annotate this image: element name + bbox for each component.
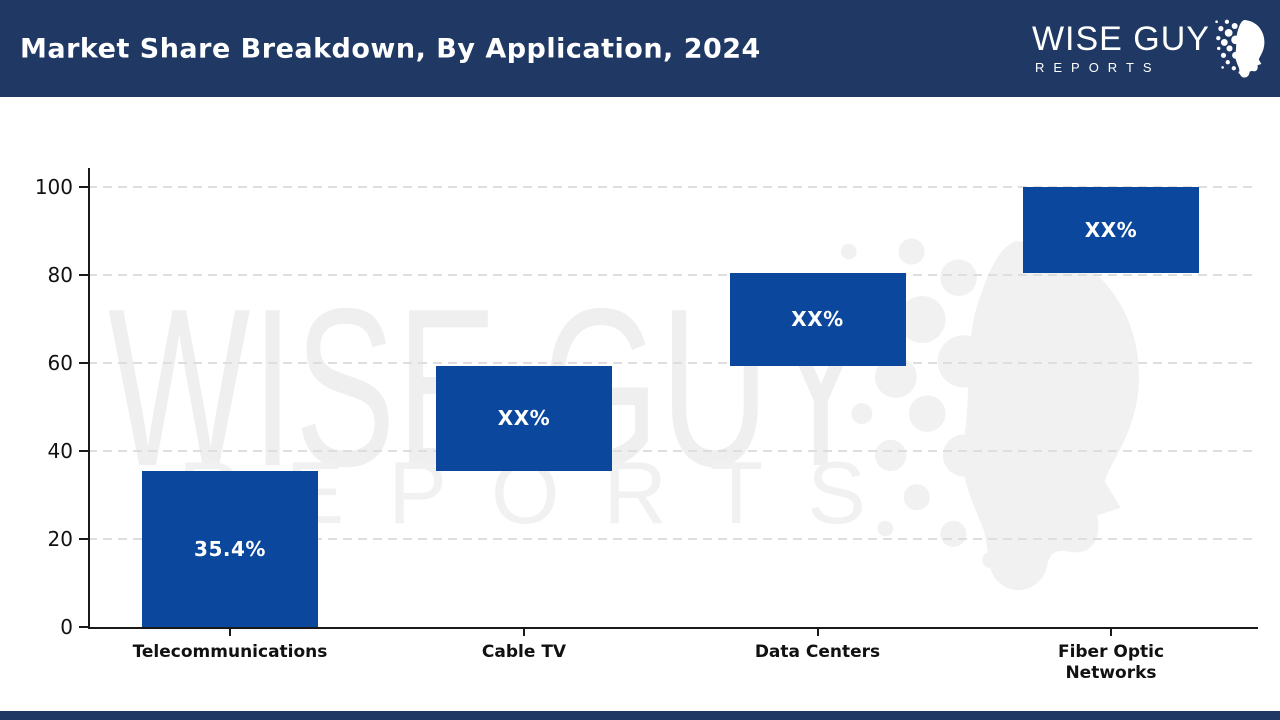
wise-guy-head-icon [1215,19,1265,78]
bar-value-label: 35.4% [194,537,266,562]
brand-logo: WISE GUY REPORTS [1032,4,1270,92]
x-axis-spine [88,627,1258,629]
bar: XX% [436,365,612,472]
x-axis-label: Data Centers [754,642,881,662]
y-tick-label: 0 [60,615,73,639]
y-tick-label: 20 [47,527,73,551]
page-title: Market Share Breakdown, By Application, … [20,33,761,64]
bar: XX% [1023,187,1199,274]
y-tick-label: 80 [47,263,73,287]
y-tickmark [79,538,88,540]
bar-value-label: XX% [791,307,844,332]
x-tickmark [1110,629,1112,636]
y-tickmark [79,274,88,276]
bar: 35.4% [142,471,318,627]
bar-value-label: XX% [497,406,551,431]
gridline [88,538,1258,540]
y-tick-label: 40 [47,439,73,463]
header: Market Share Breakdown, By Application, … [0,0,1280,97]
y-tick-label: 60 [47,351,73,375]
brand-logo-text: WISE GUY REPORTS [1032,22,1210,75]
gridline [88,450,1258,452]
y-axis-spine [88,168,90,629]
x-axis-label: Fiber Optic Networks [1057,642,1165,683]
y-tickmark [79,450,88,452]
x-tickmark [523,629,525,636]
brand-logo-name: WISE GUY [1031,19,1210,58]
brand-logo-subtitle: REPORTS [1034,59,1161,75]
x-tickmark [816,629,819,636]
y-tickmark [79,362,88,364]
y-tickmark [79,626,88,628]
gridline [88,274,1258,276]
x-tickmark [229,629,231,636]
y-tick-label: 100 [34,175,73,199]
bar: XX% [729,273,906,366]
x-axis-label: Telecommunications [132,642,328,662]
gridline [88,186,1258,188]
bar-value-label: XX% [1084,218,1138,243]
chart-area: WISE GUY REPORTS 0 20 40 60 80 100 35.4% XX% XX%… [0,97,1280,711]
x-axis-label: Cable TV [481,642,567,662]
y-tickmark [79,186,88,188]
footer-bar [0,711,1280,720]
gridline [88,362,1258,364]
